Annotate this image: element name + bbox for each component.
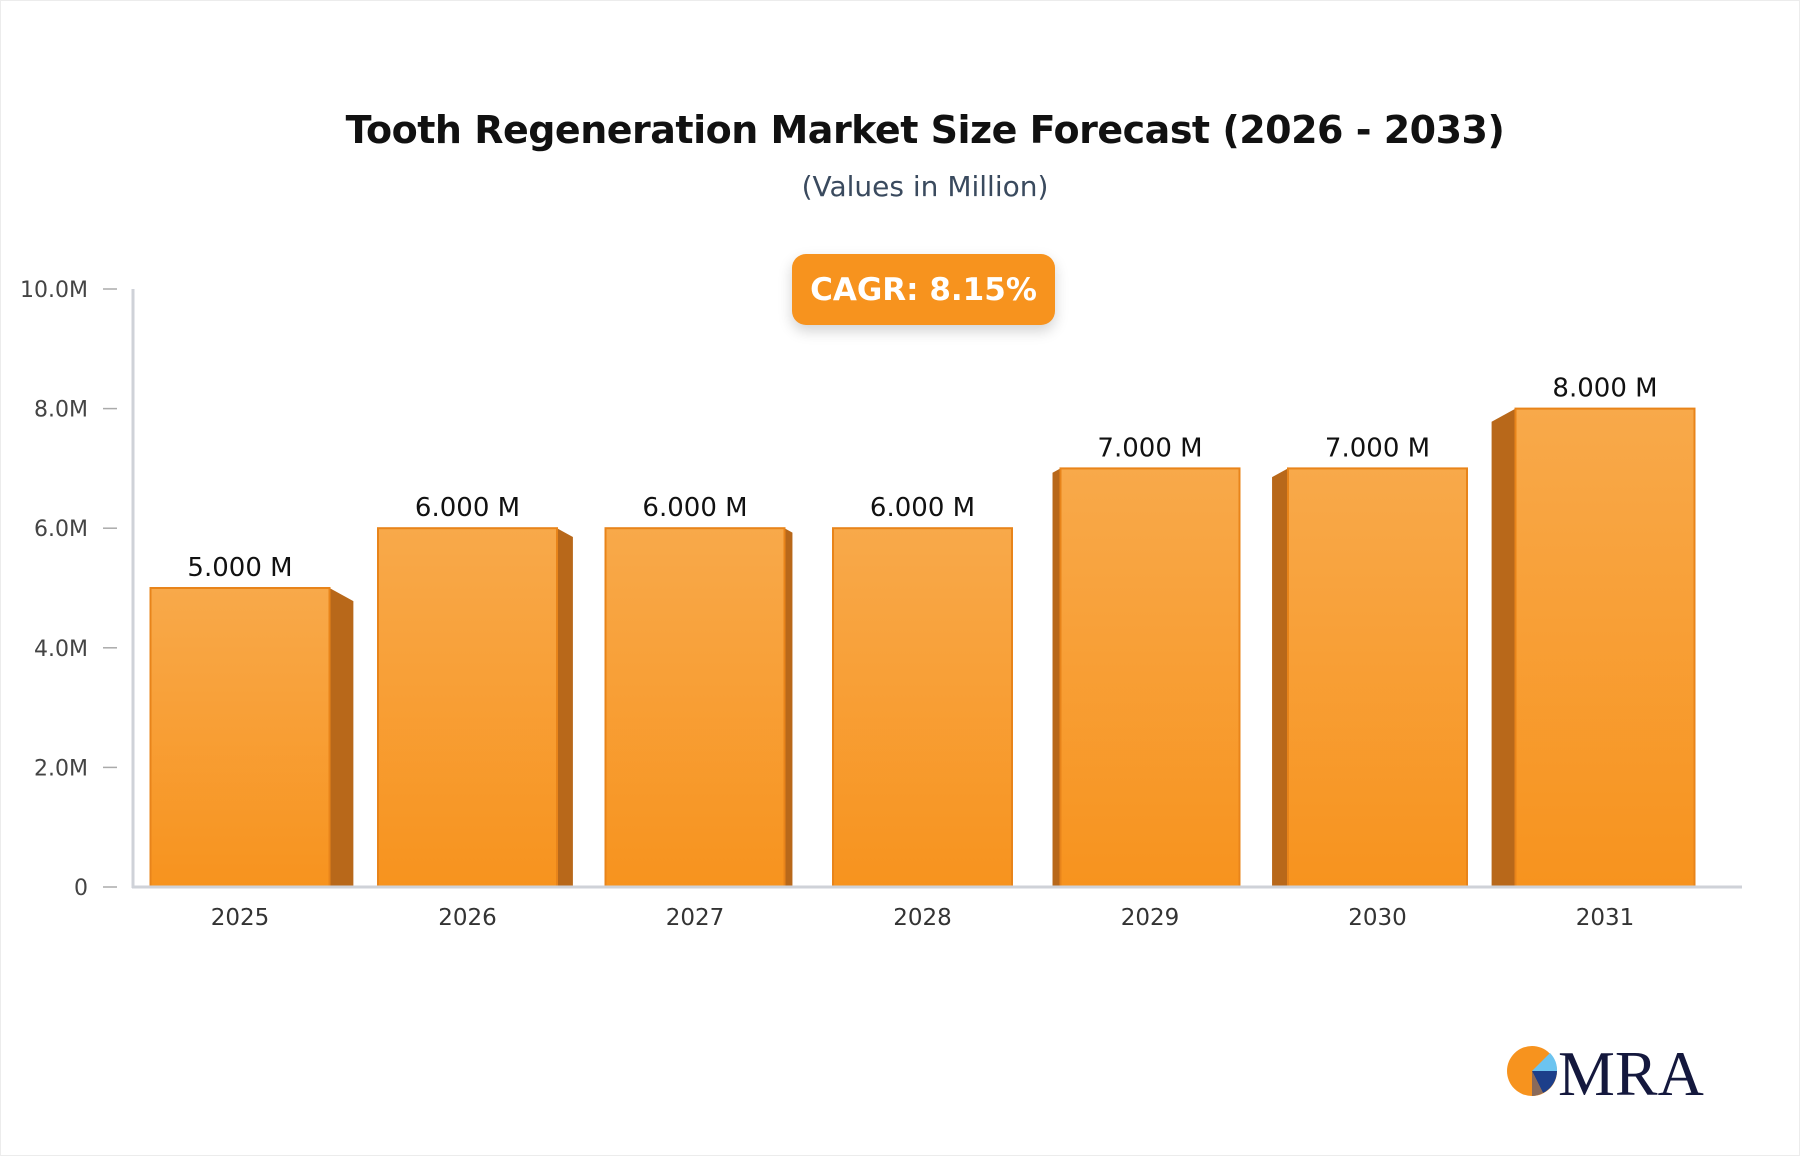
chart-title: Tooth Regeneration Market Size Forecast … (345, 108, 1505, 152)
bar-side-2026 (557, 528, 573, 887)
bar-side-2030 (1272, 468, 1288, 887)
x-tick-label-2025: 2025 (211, 905, 270, 931)
cagr-badge: CAGR: 8.15% (792, 254, 1055, 325)
x-tick-label-2031: 2031 (1576, 905, 1635, 931)
chart-subtitle: (Values in Million) (801, 170, 1049, 203)
data-label-2030: 7.000 M (1325, 433, 1430, 463)
data-label-2027: 6.000 M (642, 493, 747, 523)
x-tick-label-2029: 2029 (1121, 905, 1180, 931)
y-tick-label: 2.0M (34, 756, 88, 781)
svg-text:MRA: MRA (1558, 1040, 1704, 1102)
bar-side-2029 (1052, 468, 1061, 887)
data-label-2031: 8.000 M (1552, 374, 1657, 404)
x-tick-label-2027: 2027 (666, 905, 725, 931)
y-tick-label: 6.0M (34, 517, 88, 542)
y-tick-label: 10.0M (20, 278, 88, 303)
x-tick-label-2026: 2026 (438, 905, 497, 931)
bar-2025 (149, 587, 331, 888)
y-tick-label: 0 (74, 876, 88, 901)
data-label-2029: 7.000 M (1097, 433, 1202, 463)
bar-side-2031 (1491, 408, 1516, 887)
bar-2029 (1059, 467, 1241, 888)
bar-2030 (1287, 467, 1468, 888)
bar-side-2027 (784, 528, 793, 887)
bar-2028 (832, 527, 1013, 888)
data-label-2026: 6.000 M (415, 493, 520, 523)
y-tick-label: 4.0M (34, 637, 88, 662)
bar-2026 (377, 527, 558, 888)
bar-2031 (1514, 407, 1696, 888)
y-tick-label: 8.0M (34, 398, 88, 423)
x-tick-label-2028: 2028 (893, 905, 952, 931)
data-label-2025: 5.000 M (187, 553, 292, 583)
bar-side-2025 (329, 588, 354, 887)
data-label-2028: 6.000 M (870, 493, 975, 523)
bar-2027 (604, 527, 786, 888)
mra-logo: MRA (1507, 1040, 1704, 1102)
x-tick-label-2030: 2030 (1348, 905, 1407, 931)
